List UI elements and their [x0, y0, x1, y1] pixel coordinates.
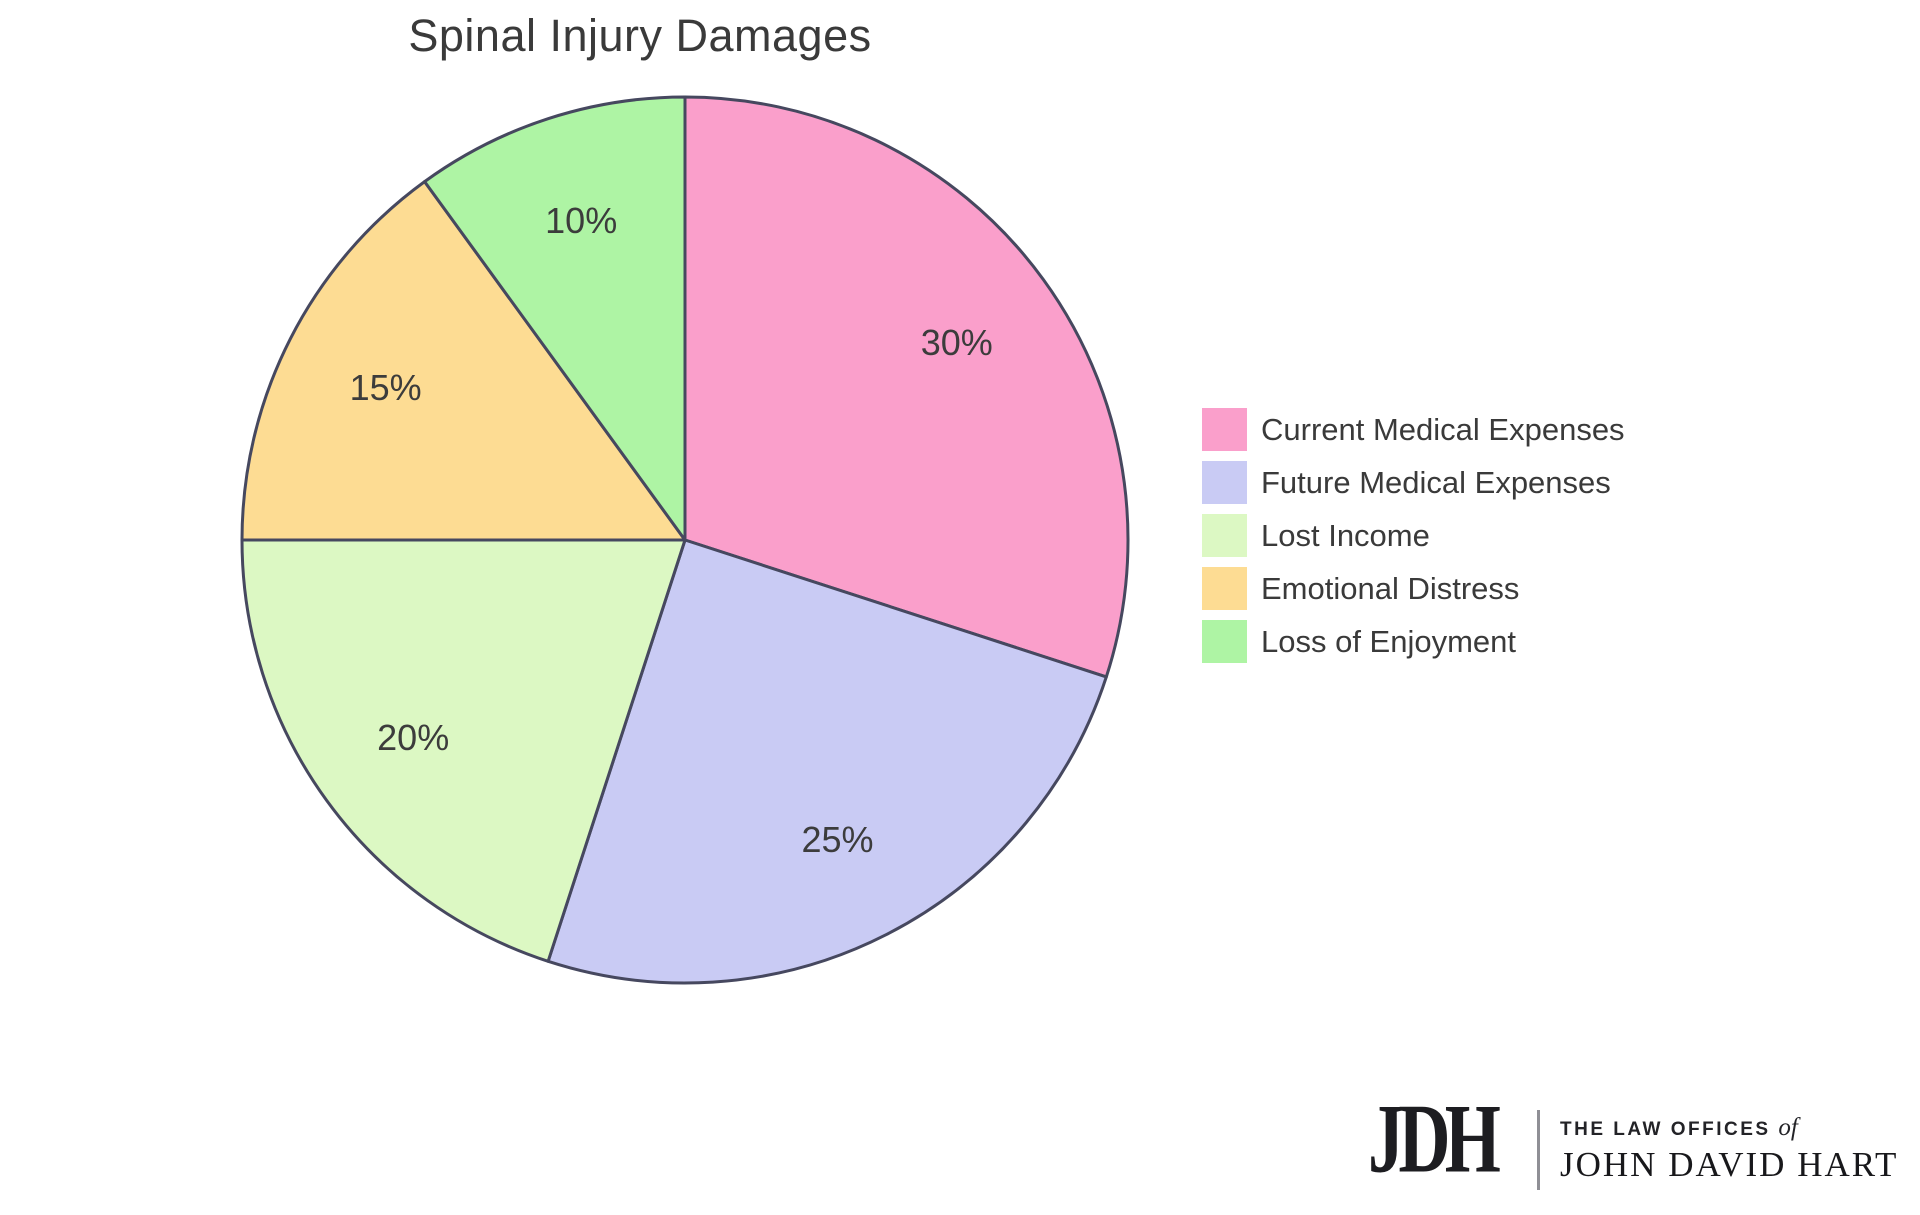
pie-percent-label: 25%: [801, 819, 873, 860]
pie-percent-label: 15%: [350, 367, 422, 408]
legend-swatch-loss-of-enjoyment: [1202, 620, 1247, 663]
legend-item-current-medical-expenses: Current Medical Expenses: [1202, 408, 1625, 451]
legend-label: Lost Income: [1261, 517, 1430, 553]
pie-percent-label: 30%: [921, 322, 993, 363]
legend-label: Current Medical Expenses: [1261, 411, 1625, 447]
legend-swatch-future-medical-expenses: [1202, 461, 1247, 504]
pie-slice-emotional-distress: [240, 180, 687, 542]
logo-tagline: THE LAW OFFICES of: [1560, 1114, 1898, 1142]
pie-slice-current-medical-expenses: [683, 95, 1130, 679]
legend-label: Emotional Distress: [1261, 570, 1520, 606]
pie-slice-lost-income: [240, 538, 687, 963]
jdh-monogram: JDH: [1368, 1085, 1501, 1195]
legend-item-loss-of-enjoyment: Loss of Enjoyment: [1202, 620, 1625, 663]
legend-swatch-current-medical-expenses: [1202, 408, 1247, 451]
logo-text: THE LAW OFFICES of JOHN DAVID HART: [1560, 1098, 1898, 1185]
pie-percent-label: 10%: [545, 200, 617, 241]
legend-item-future-medical-expenses: Future Medical Expenses: [1202, 461, 1625, 504]
legend-label: Future Medical Expenses: [1261, 464, 1611, 500]
logo-divider: [1537, 1110, 1540, 1190]
logo-tagline-of: of: [1778, 1114, 1798, 1141]
pie-slice-future-medical-expenses: [546, 538, 1108, 985]
legend-swatch-emotional-distress: [1202, 567, 1247, 610]
logo-tagline-caps: THE LAW OFFICES: [1560, 1119, 1771, 1140]
legend: Current Medical Expenses Future Medical …: [1202, 408, 1625, 673]
pie-percent-label: 20%: [377, 717, 449, 758]
chart-title: Spinal Injury Damages: [408, 10, 872, 61]
jdh-law-firm-logo: JDH THE LAW OFFICES of JOHN DAVID HART: [1368, 1087, 1898, 1193]
legend-item-lost-income: Lost Income: [1202, 514, 1625, 557]
legend-item-emotional-distress: Emotional Distress: [1202, 567, 1625, 610]
pie-slice-loss-of-enjoyment: [423, 95, 687, 542]
legend-swatch-lost-income: [1202, 514, 1247, 557]
logo-firm-name: JOHN DAVID HART: [1560, 1145, 1899, 1184]
legend-label: Loss of Enjoyment: [1261, 623, 1517, 659]
